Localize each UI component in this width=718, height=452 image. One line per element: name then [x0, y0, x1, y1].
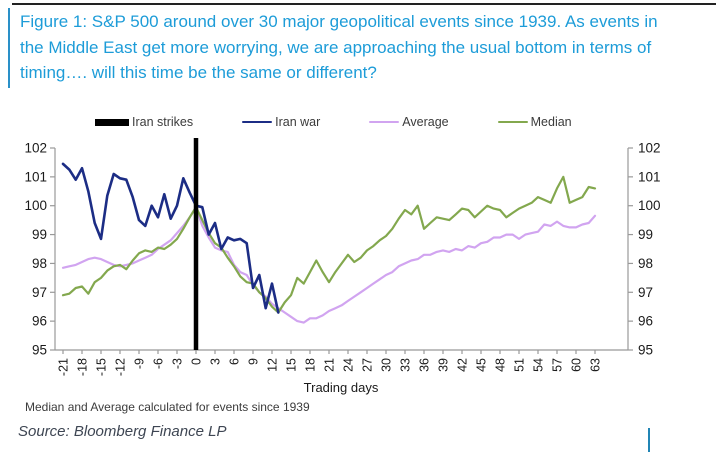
chart: Trading days 95 95 96 96 97 97 98 98 99 99 100 100 1…	[24, 138, 661, 395]
svg-text:-3: -3	[171, 358, 185, 369]
svg-text:0: 0	[190, 358, 204, 365]
top-divider	[12, 3, 716, 5]
average-swatch-icon	[369, 120, 400, 124]
legend-label: Median	[530, 115, 572, 129]
svg-text:3: 3	[209, 358, 223, 365]
legend-label: Average	[402, 115, 449, 129]
svg-text:63: 63	[589, 358, 603, 372]
svg-text:101: 101	[24, 169, 47, 184]
svg-text:97: 97	[32, 285, 47, 300]
bottom-right-accent	[648, 428, 650, 452]
svg-text:-18: -18	[76, 358, 90, 376]
svg-text:-15: -15	[95, 358, 109, 376]
source-attribution: Source: Bloomberg Finance LP	[18, 423, 227, 440]
svg-text:100: 100	[24, 198, 47, 213]
legend-label: Iran strikes	[132, 115, 194, 129]
figure-title: Figure 1: S&P 500 around over 30 major g…	[20, 12, 658, 82]
svg-text:36: 36	[418, 358, 432, 372]
title-left-accent	[8, 8, 10, 88]
svg-text:51: 51	[513, 358, 527, 372]
svg-text:102: 102	[24, 141, 47, 156]
svg-text:100: 100	[638, 198, 661, 213]
legend-item-iran-strikes: Iran strikes	[95, 115, 193, 129]
svg-text:-9: -9	[133, 358, 147, 369]
svg-text:99: 99	[32, 227, 47, 242]
svg-text:-6: -6	[152, 358, 166, 369]
svg-text:21: 21	[323, 358, 337, 372]
chart-legend: Iran strikes Iran war Average Median	[95, 115, 572, 129]
svg-text:24: 24	[342, 358, 356, 372]
svg-text:30: 30	[380, 358, 394, 372]
svg-text:95: 95	[32, 343, 47, 358]
svg-text:-21: -21	[57, 358, 71, 376]
svg-text:96: 96	[32, 314, 47, 329]
median-swatch-icon	[497, 120, 528, 124]
svg-text:45: 45	[475, 358, 489, 372]
svg-text:9: 9	[247, 358, 261, 365]
legend-label: Iran war	[275, 115, 321, 129]
svg-text:18: 18	[304, 358, 318, 372]
svg-text:98: 98	[32, 256, 47, 271]
svg-text:6: 6	[228, 358, 242, 365]
svg-text:60: 60	[570, 358, 584, 372]
iran-war-swatch-icon	[242, 120, 273, 124]
svg-text:95: 95	[638, 343, 653, 358]
svg-text:48: 48	[494, 358, 508, 372]
svg-text:27: 27	[361, 358, 375, 372]
legend-item-average: Average	[369, 115, 449, 129]
svg-text:97: 97	[638, 285, 653, 300]
chart-footnote: Median and Average calculated for events…	[25, 400, 310, 414]
iran-strikes-swatch-icon	[95, 118, 129, 126]
svg-text:33: 33	[399, 358, 413, 372]
svg-text:-12: -12	[114, 358, 128, 376]
svg-text:99: 99	[638, 227, 653, 242]
svg-text:101: 101	[638, 169, 661, 184]
legend-item-iran-war: Iran war	[242, 115, 320, 129]
svg-text:15: 15	[285, 358, 299, 372]
svg-text:54: 54	[532, 358, 546, 372]
svg-text:39: 39	[437, 358, 451, 372]
svg-text:57: 57	[551, 358, 565, 372]
legend-item-median: Median	[497, 115, 572, 129]
svg-text:96: 96	[638, 314, 653, 329]
svg-text:102: 102	[638, 141, 661, 156]
svg-text:12: 12	[266, 358, 280, 372]
x-axis-label: Trading days	[304, 380, 379, 395]
svg-text:98: 98	[638, 256, 653, 271]
svg-text:42: 42	[456, 358, 470, 372]
